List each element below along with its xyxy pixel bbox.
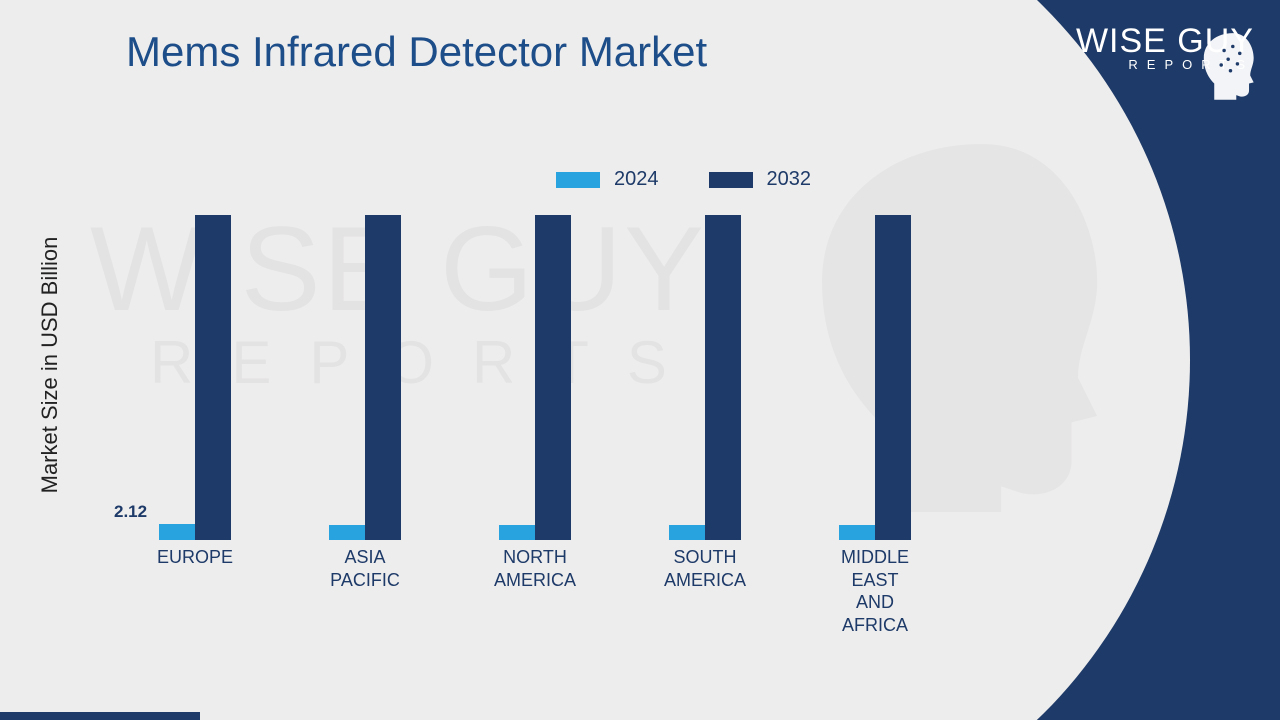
category-label: NORTH AMERICA xyxy=(465,540,605,591)
bar-2032 xyxy=(195,215,231,540)
bar-group: ASIA PACIFIC xyxy=(310,215,420,540)
legend-item-2024: 2024 xyxy=(556,168,659,191)
brand-logo: WISE GUY REPORTS xyxy=(1076,22,1254,72)
bar-group: EUROPE xyxy=(140,215,250,540)
chart-title: Mems Infrared Detector Market xyxy=(126,28,707,76)
bar-2024 xyxy=(329,525,365,540)
chart-canvas: WISE GUY REPORTS Mems Infrared Detector … xyxy=(0,0,1280,720)
category-label: EUROPE xyxy=(125,540,265,569)
chart-legend: 2024 2032 xyxy=(556,168,811,191)
bar-2032 xyxy=(875,215,911,540)
category-label: ASIA PACIFIC xyxy=(295,540,435,591)
bar-2024 xyxy=(159,524,195,540)
bar-value-label: 2.12 xyxy=(114,502,147,522)
bar-group: NORTH AMERICA xyxy=(480,215,590,540)
bar-2024 xyxy=(669,525,705,540)
category-label: SOUTH AMERICA xyxy=(635,540,775,591)
legend-swatch-2032 xyxy=(709,172,753,188)
bar-2032 xyxy=(535,215,571,540)
legend-swatch-2024 xyxy=(556,172,600,188)
bar-2032 xyxy=(365,215,401,540)
bar-2032 xyxy=(705,215,741,540)
legend-label-2024: 2024 xyxy=(614,168,659,191)
y-axis-label: Market Size in USD Billion xyxy=(37,237,63,494)
bar-2024 xyxy=(839,525,875,540)
category-label: MIDDLE EAST AND AFRICA xyxy=(805,540,945,636)
bar-2024 xyxy=(499,525,535,540)
bar-group: SOUTH AMERICA xyxy=(650,215,760,540)
legend-item-2032: 2032 xyxy=(709,168,812,191)
logo-head-icon xyxy=(1198,30,1256,100)
bottom-accent-bar xyxy=(0,712,200,720)
bar-group: MIDDLE EAST AND AFRICA xyxy=(820,215,930,540)
legend-label-2032: 2032 xyxy=(767,168,812,191)
bar-chart: EUROPE 2.12 ASIA PACIFIC NORTH AMERICA S… xyxy=(120,200,940,540)
